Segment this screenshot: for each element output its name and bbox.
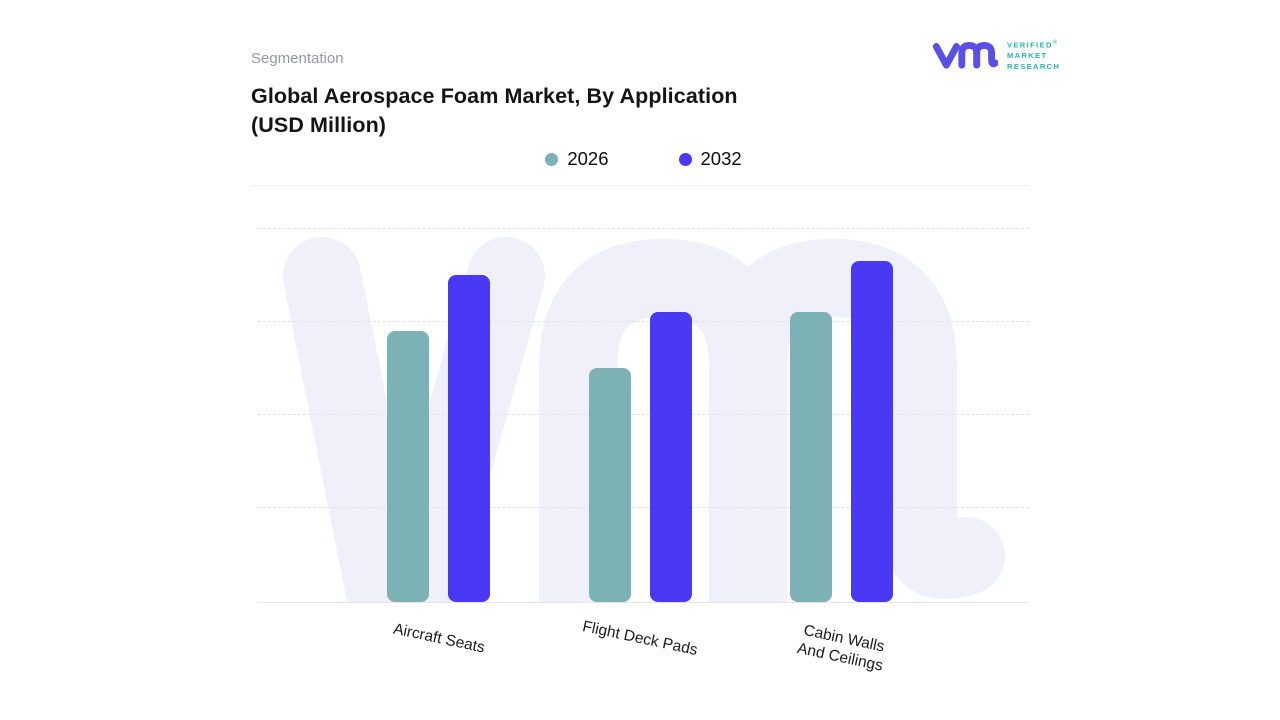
chart-title-line-1: Global Aerospace Foam Market, By Applica… [251,84,738,108]
bar-2032-flight-deck-pads [649,312,692,602]
plot-area [258,228,1029,603]
chart-title-line-2: (USD Million) [251,113,387,137]
x-axis-labels: Aircraft Seats Flight Deck Pads Cabin Wall… [258,603,1029,703]
vmr-logo-mark-icon [932,41,998,69]
vmr-logo-text-line-2: MARKET [1007,51,1048,60]
bar-2026-flight-deck-pads [588,368,631,602]
vmr-logo-text-line-3: RESEARCH [1007,61,1061,71]
gridline [258,228,1029,229]
section-label: Segmentation [251,50,344,67]
category-label-aircraft-seats: Aircraft Seats [391,620,486,657]
legend-dot-icon-2032 [678,152,692,166]
gridline [258,321,1029,322]
gridline [258,507,1029,508]
bar-2026-cabin-walls-and-ceilings [790,312,832,602]
legend-label-2032: 2032 [700,148,742,169]
gridline [258,414,1029,415]
header-divider [251,185,1030,186]
chart-title: Global Aerospace Foam Market, By Applica… [251,82,738,140]
vmr-logo: VERIFIED® MARKET RESEARCH [932,38,1060,72]
legend-item-2026: 2026 [545,148,609,170]
category-label-cabin-walls-and-ceilings: Cabin Walls And Ceilings [795,621,886,675]
registered-trademark-icon: ® [1052,40,1058,46]
category-label-flight-deck-pads: Flight Deck Pads [580,618,700,659]
x-axis-baseline [258,602,1029,603]
vmr-logo-text: VERIFIED® MARKET RESEARCH [1007,38,1060,72]
legend: 2026 2032 [258,148,1029,170]
bar-2026-aircraft-seats [387,331,429,602]
legend-dot-icon-2026 [545,152,559,166]
legend-item-2032: 2032 [678,148,742,170]
vmr-watermark-icon [283,237,1005,603]
vmr-logo-text-line-1: VERIFIED® [1007,40,1058,50]
legend-label-2026: 2026 [567,148,609,169]
bar-2032-aircraft-seats [448,275,490,602]
bar-2032-cabin-walls-and-ceilings [851,261,893,602]
